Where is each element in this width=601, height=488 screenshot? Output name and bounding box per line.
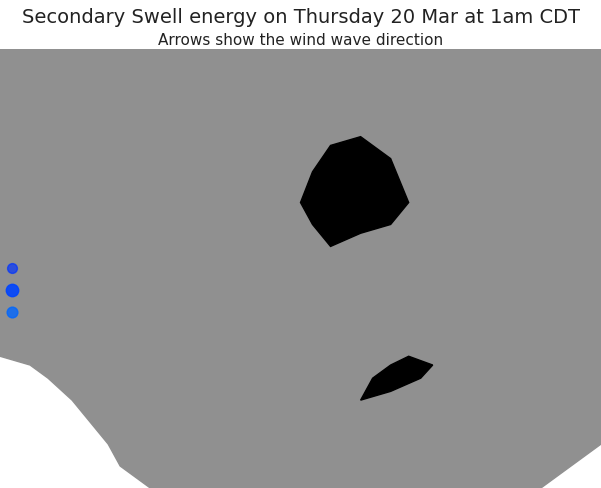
Polygon shape <box>361 356 433 400</box>
Polygon shape <box>300 137 409 246</box>
Polygon shape <box>0 49 601 488</box>
Point <box>7 286 17 294</box>
Text: Secondary Swell energy on Thursday 20 Mar at 1am CDT: Secondary Swell energy on Thursday 20 Ma… <box>22 8 579 26</box>
Point <box>7 308 17 316</box>
Point <box>7 264 17 272</box>
Text: Arrows show the wind wave direction: Arrows show the wind wave direction <box>158 33 443 47</box>
